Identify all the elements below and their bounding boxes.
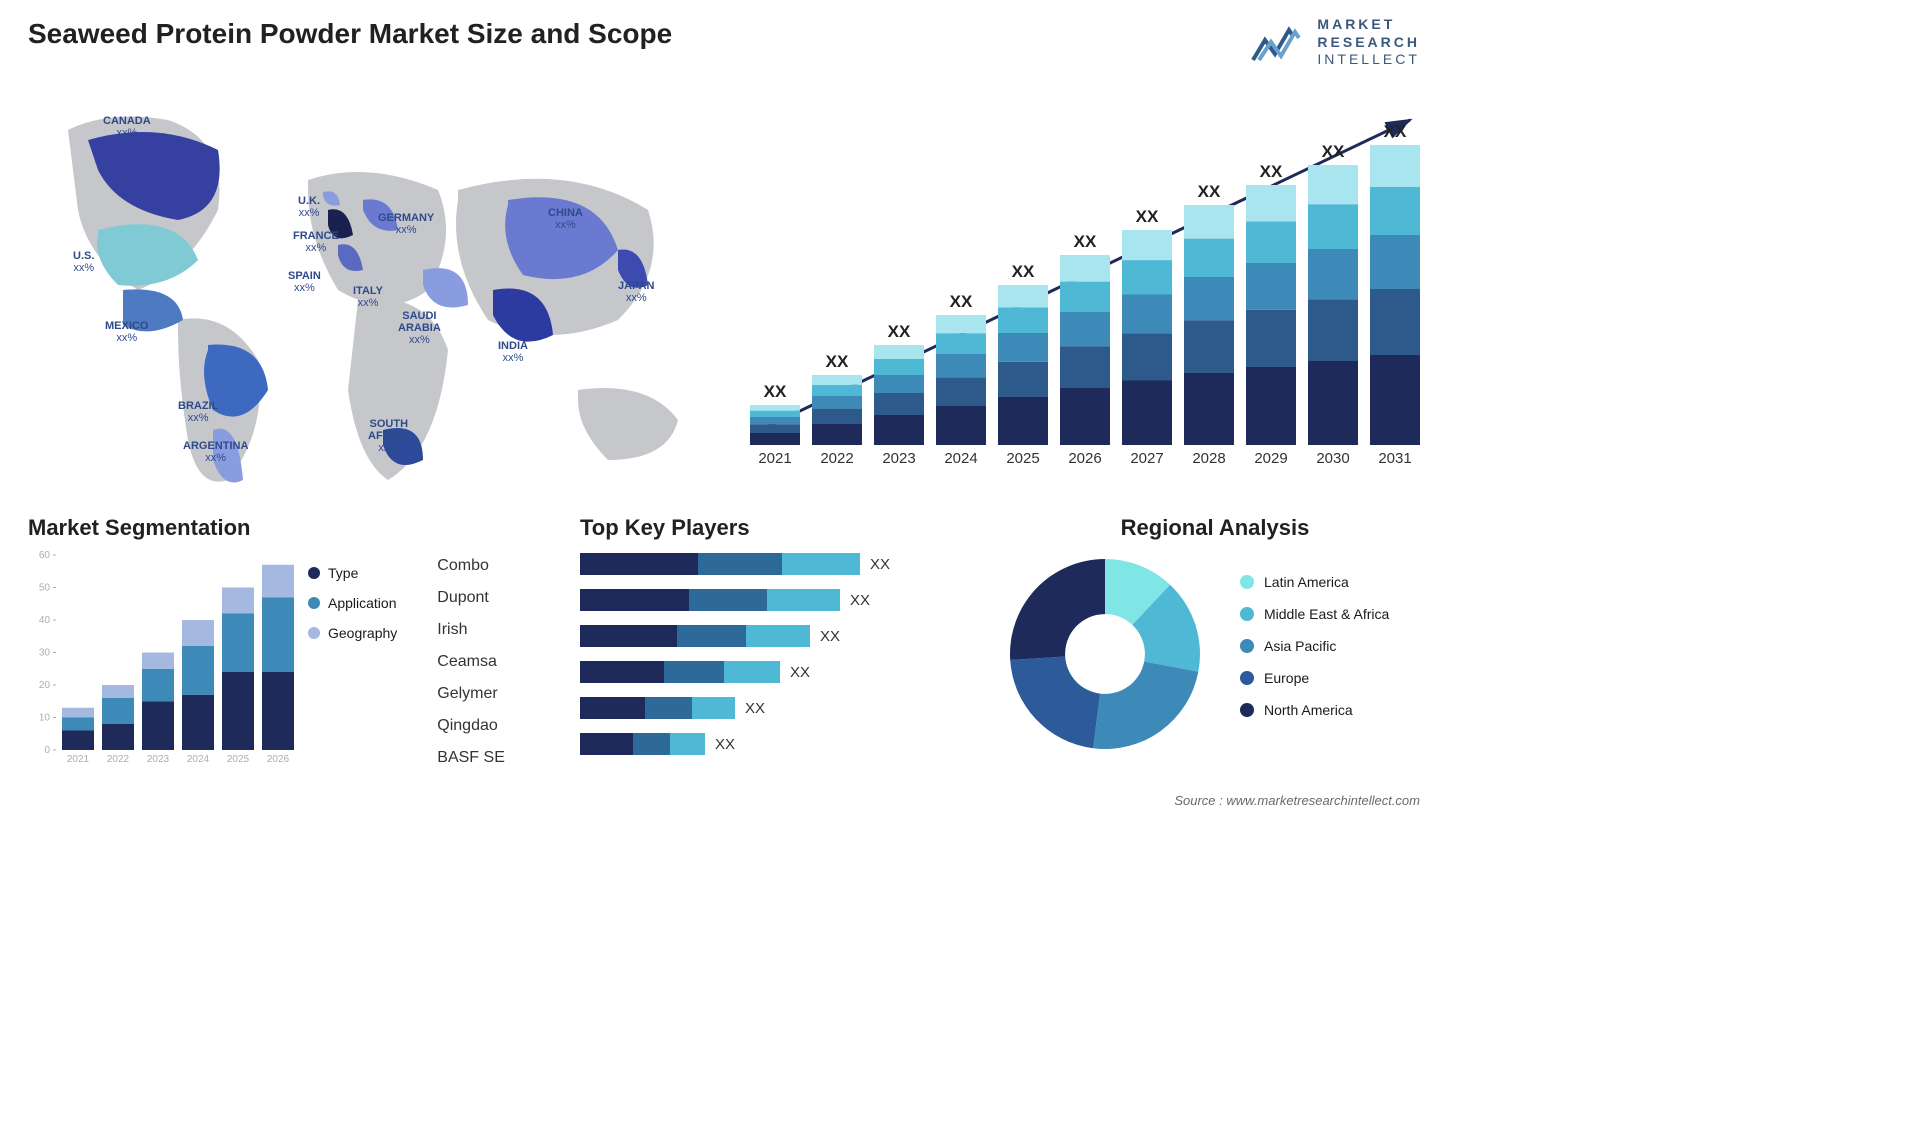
company-item: Ceamsa [437,653,505,671]
page-title: Seaweed Protein Powder Market Size and S… [28,18,672,50]
regional-legend: Latin America Middle East & Africa Asia Pa… [1240,574,1389,734]
map-label-canada: CANADAxx% [103,115,151,139]
segmentation-title: Market Segmentation [28,515,548,541]
svg-text:2030: 2030 [1316,450,1349,467]
svg-text:20: 20 [39,680,51,691]
map-label-us: U.S.xx% [73,250,94,274]
legend-item: North America [1240,702,1389,718]
regional-title: Regional Analysis [1000,515,1430,541]
regional-analysis-section: Regional Analysis Latin America Middle Ea… [1000,515,1430,759]
company-list: Combo Dupont Irish Ceamsa Gelymer Qingdao BASF… [437,557,505,781]
player-row: XX [580,731,980,757]
player-row: XX [580,695,980,721]
top-key-players-section: Top Key Players XX XX XX XX XX XX [580,515,980,767]
svg-text:2021: 2021 [758,450,791,467]
svg-text:2025: 2025 [227,754,250,765]
svg-text:60: 60 [39,550,51,561]
market-segmentation-section: Market Segmentation 0 10 20 30 40 50 60 2021 202… [28,515,548,781]
players-title: Top Key Players [580,515,980,541]
svg-text:2027: 2027 [1130,450,1163,467]
map-label-germany: GERMANYxx% [378,212,434,236]
segmentation-legend: Type Application Geography [308,565,397,781]
legend-item: Asia Pacific [1240,638,1389,654]
svg-text:2026: 2026 [267,754,290,765]
world-map: CANADAxx% U.S.xx% MEXICOxx% BRAZILxx% ARGENT… [28,90,708,490]
svg-text:XX: XX [888,322,911,341]
svg-text:40: 40 [39,615,51,626]
svg-text:2023: 2023 [147,754,170,765]
company-item: Combo [437,557,505,575]
svg-text:XX: XX [1322,142,1345,161]
legend-item: Type [308,565,397,581]
legend-item: Application [308,595,397,611]
svg-text:XX: XX [826,352,849,371]
player-row: XX [580,659,980,685]
players-chart: XX XX XX XX XX XX [580,551,980,757]
player-row: XX [580,587,980,613]
logo-text: MARKET RESEARCH INTELLECT [1317,16,1420,69]
svg-text:XX: XX [1012,262,1035,281]
svg-text:XX: XX [1384,122,1407,141]
svg-text:XX: XX [764,382,787,401]
svg-text:XX: XX [1074,232,1097,251]
map-label-japan: JAPANxx% [618,280,654,304]
svg-text:2021: 2021 [67,754,90,765]
market-size-svg: XX 2021 XX 2022 XX 2023 XX 2024 XX 2025 XX 2026 XX 20… [740,90,1420,470]
company-item: Dupont [437,589,505,607]
svg-text:30: 30 [39,648,51,659]
player-row: XX [580,623,980,649]
map-label-china: CHINAxx% [548,207,583,231]
svg-text:XX: XX [950,292,973,311]
map-label-italy: ITALYxx% [353,285,383,309]
svg-text:2023: 2023 [882,450,915,467]
company-item: BASF SE [437,749,505,767]
company-item: Qingdao [437,717,505,735]
svg-text:XX: XX [1198,182,1221,201]
legend-item: Geography [308,625,397,641]
map-label-india: INDIAxx% [498,340,528,364]
svg-text:2025: 2025 [1006,450,1039,467]
company-item: Irish [437,621,505,639]
map-label-mexico: MEXICOxx% [105,320,148,344]
regional-donut [1000,549,1210,759]
source-attribution: Source : www.marketresearchintellect.com [1174,793,1420,808]
legend-item: Latin America [1240,574,1389,590]
svg-text:2022: 2022 [107,754,130,765]
svg-text:2029: 2029 [1254,450,1287,467]
svg-text:2028: 2028 [1192,450,1225,467]
map-label-france: FRANCExx% [293,230,339,254]
logo-icon [1251,20,1307,64]
map-label-brazil: BRAZILxx% [178,400,218,424]
svg-text:2022: 2022 [820,450,853,467]
map-label-southafrica: SOUTHAFRICAxx% [368,418,410,454]
svg-text:2024: 2024 [187,754,210,765]
svg-text:XX: XX [1136,207,1159,226]
legend-item: Middle East & Africa [1240,606,1389,622]
svg-text:2031: 2031 [1378,450,1411,467]
svg-text:0: 0 [44,745,50,756]
segmentation-chart: 0 10 20 30 40 50 60 2021 2022 2023 2024 2025 2026 [28,547,298,777]
player-row: XX [580,551,980,577]
svg-text:XX: XX [1260,162,1283,181]
brand-logo: MARKET RESEARCH INTELLECT [1251,16,1420,69]
svg-text:2024: 2024 [944,450,977,467]
market-size-chart: XX 2021 XX 2022 XX 2023 XX 2024 XX 2025 XX 2026 XX 20… [740,90,1420,470]
legend-item: Europe [1240,670,1389,686]
svg-text:10: 10 [39,713,51,724]
map-label-saudiarabia: SAUDIARABIAxx% [398,310,441,346]
svg-text:50: 50 [39,583,51,594]
map-label-argentina: ARGENTINAxx% [183,440,248,464]
company-item: Gelymer [437,685,505,703]
map-label-spain: SPAINxx% [288,270,321,294]
map-label-uk: U.K.xx% [298,195,320,219]
svg-text:2026: 2026 [1068,450,1101,467]
